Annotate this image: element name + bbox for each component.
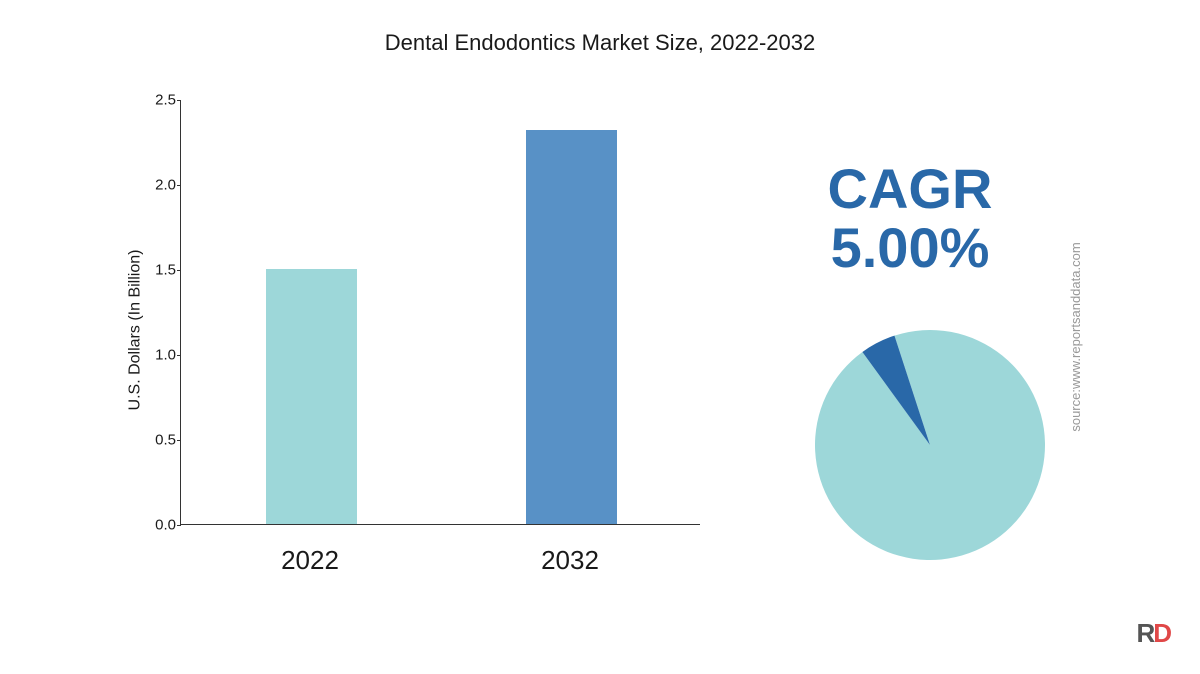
cagr-label: CAGR <box>760 160 1060 219</box>
y-tick-label: 1.0 <box>141 347 176 364</box>
x-tick-label: 2032 <box>541 545 599 576</box>
y-tick-label: 0.5 <box>141 432 176 449</box>
bar <box>526 130 617 524</box>
logo-letter-r: R <box>1136 618 1153 648</box>
cagr-block: CAGR 5.00% <box>760 160 1060 278</box>
y-tick-label: 0.0 <box>141 517 176 534</box>
y-tick-label: 2.5 <box>141 92 176 109</box>
bar <box>266 269 357 524</box>
source-attribution: source:www.reportsanddata.com <box>1068 242 1083 431</box>
bar-plot: 0.00.51.01.52.02.5 <box>180 100 700 525</box>
x-tick-label: 2022 <box>281 545 339 576</box>
logo-letter-d: D <box>1153 618 1170 648</box>
y-tick-label: 1.5 <box>141 262 176 279</box>
chart-container: Dental Endodontics Market Size, 2022-203… <box>0 0 1200 674</box>
y-tick-label: 2.0 <box>141 177 176 194</box>
bar-chart-area: U.S. Dollars (In Billion) 0.00.51.01.52.… <box>140 100 700 560</box>
pie-chart <box>815 330 1045 560</box>
cagr-value: 5.00% <box>760 219 1060 278</box>
chart-title: Dental Endodontics Market Size, 2022-203… <box>385 30 815 56</box>
brand-logo: RD <box>1136 618 1170 649</box>
